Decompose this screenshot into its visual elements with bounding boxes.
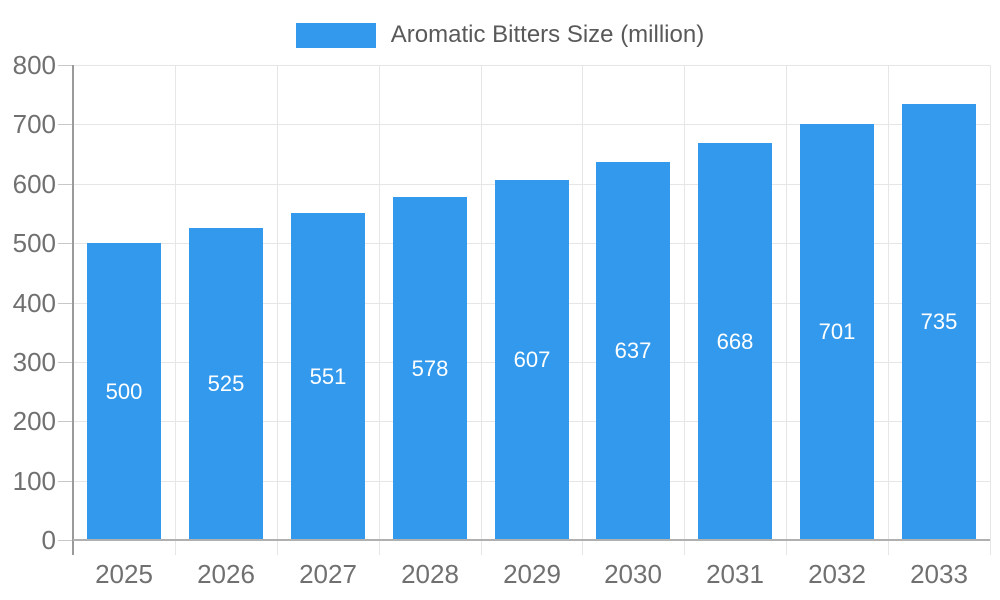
x-tick-label: 2026: [197, 559, 255, 589]
bar[interactable]: 637: [596, 162, 670, 540]
y-tick: [58, 481, 73, 482]
y-tick-label: 600: [12, 169, 56, 199]
x-gridline: [277, 65, 278, 555]
bar-value-label: 525: [207, 371, 245, 396]
y-tick: [58, 243, 73, 244]
y-tick: [58, 184, 73, 185]
y-tick-label: 100: [12, 466, 56, 496]
x-tick-label: 2033: [910, 559, 968, 589]
x-gridline: [684, 65, 685, 555]
y-tick: [58, 65, 73, 66]
x-gridline: [582, 65, 583, 555]
y-tick-label: 400: [12, 288, 56, 318]
bar-value-label: 701: [818, 319, 856, 344]
x-tick-label: 2027: [299, 559, 357, 589]
x-tick-label: 2028: [401, 559, 459, 589]
y-tick-label: 500: [12, 228, 56, 258]
x-tick-label: 2032: [808, 559, 866, 589]
x-gridline: [888, 65, 889, 555]
x-gridline: [990, 65, 991, 555]
bar-value-label: 551: [309, 363, 347, 389]
bar-value-label: 500: [105, 378, 143, 404]
bar[interactable]: 551: [291, 213, 365, 540]
bar-value-label: 668: [716, 328, 754, 354]
bar-value-label: 735: [920, 309, 958, 334]
y-tick-label: 300: [12, 347, 56, 377]
y-tick-label: 200: [12, 406, 56, 436]
bar-value-label: 607: [513, 347, 551, 372]
y-gridline: [73, 124, 990, 125]
bar-value-label: 637: [614, 338, 652, 363]
y-tick: [58, 421, 73, 422]
bar[interactable]: 500: [87, 243, 161, 540]
bar[interactable]: 735: [902, 104, 976, 540]
bar[interactable]: 607: [495, 180, 569, 540]
x-tick-label: 2030: [604, 559, 662, 589]
x-gridline: [175, 65, 176, 555]
legend-swatch-icon: [295, 22, 376, 48]
y-tick: [58, 303, 73, 304]
y-gridline: [73, 65, 990, 66]
legend-item[interactable]: Aromatic Bitters Size (million): [0, 21, 1000, 49]
x-gridline: [379, 65, 380, 555]
y-tick-label: 0: [41, 525, 56, 555]
bar[interactable]: 668: [698, 143, 772, 540]
x-gridline: [786, 65, 787, 555]
legend-label: Aromatic Bitters Size (million): [390, 21, 705, 48]
bar-value-label: 578: [411, 355, 449, 381]
y-tick: [58, 362, 73, 363]
bar[interactable]: 701: [800, 124, 874, 540]
y-tick-label: 800: [12, 50, 56, 80]
x-tick-label: 2031: [706, 559, 764, 589]
bar[interactable]: 578: [393, 197, 467, 540]
x-baseline: [73, 539, 990, 541]
bar[interactable]: 525: [189, 228, 263, 540]
x-tick-label: 2029: [503, 559, 561, 589]
y-axis-line: [72, 65, 74, 555]
x-gridline: [481, 65, 482, 555]
y-tick: [58, 540, 73, 541]
y-tick-label: 700: [12, 109, 56, 139]
y-tick: [58, 124, 73, 125]
x-tick-label: 2025: [95, 559, 153, 589]
